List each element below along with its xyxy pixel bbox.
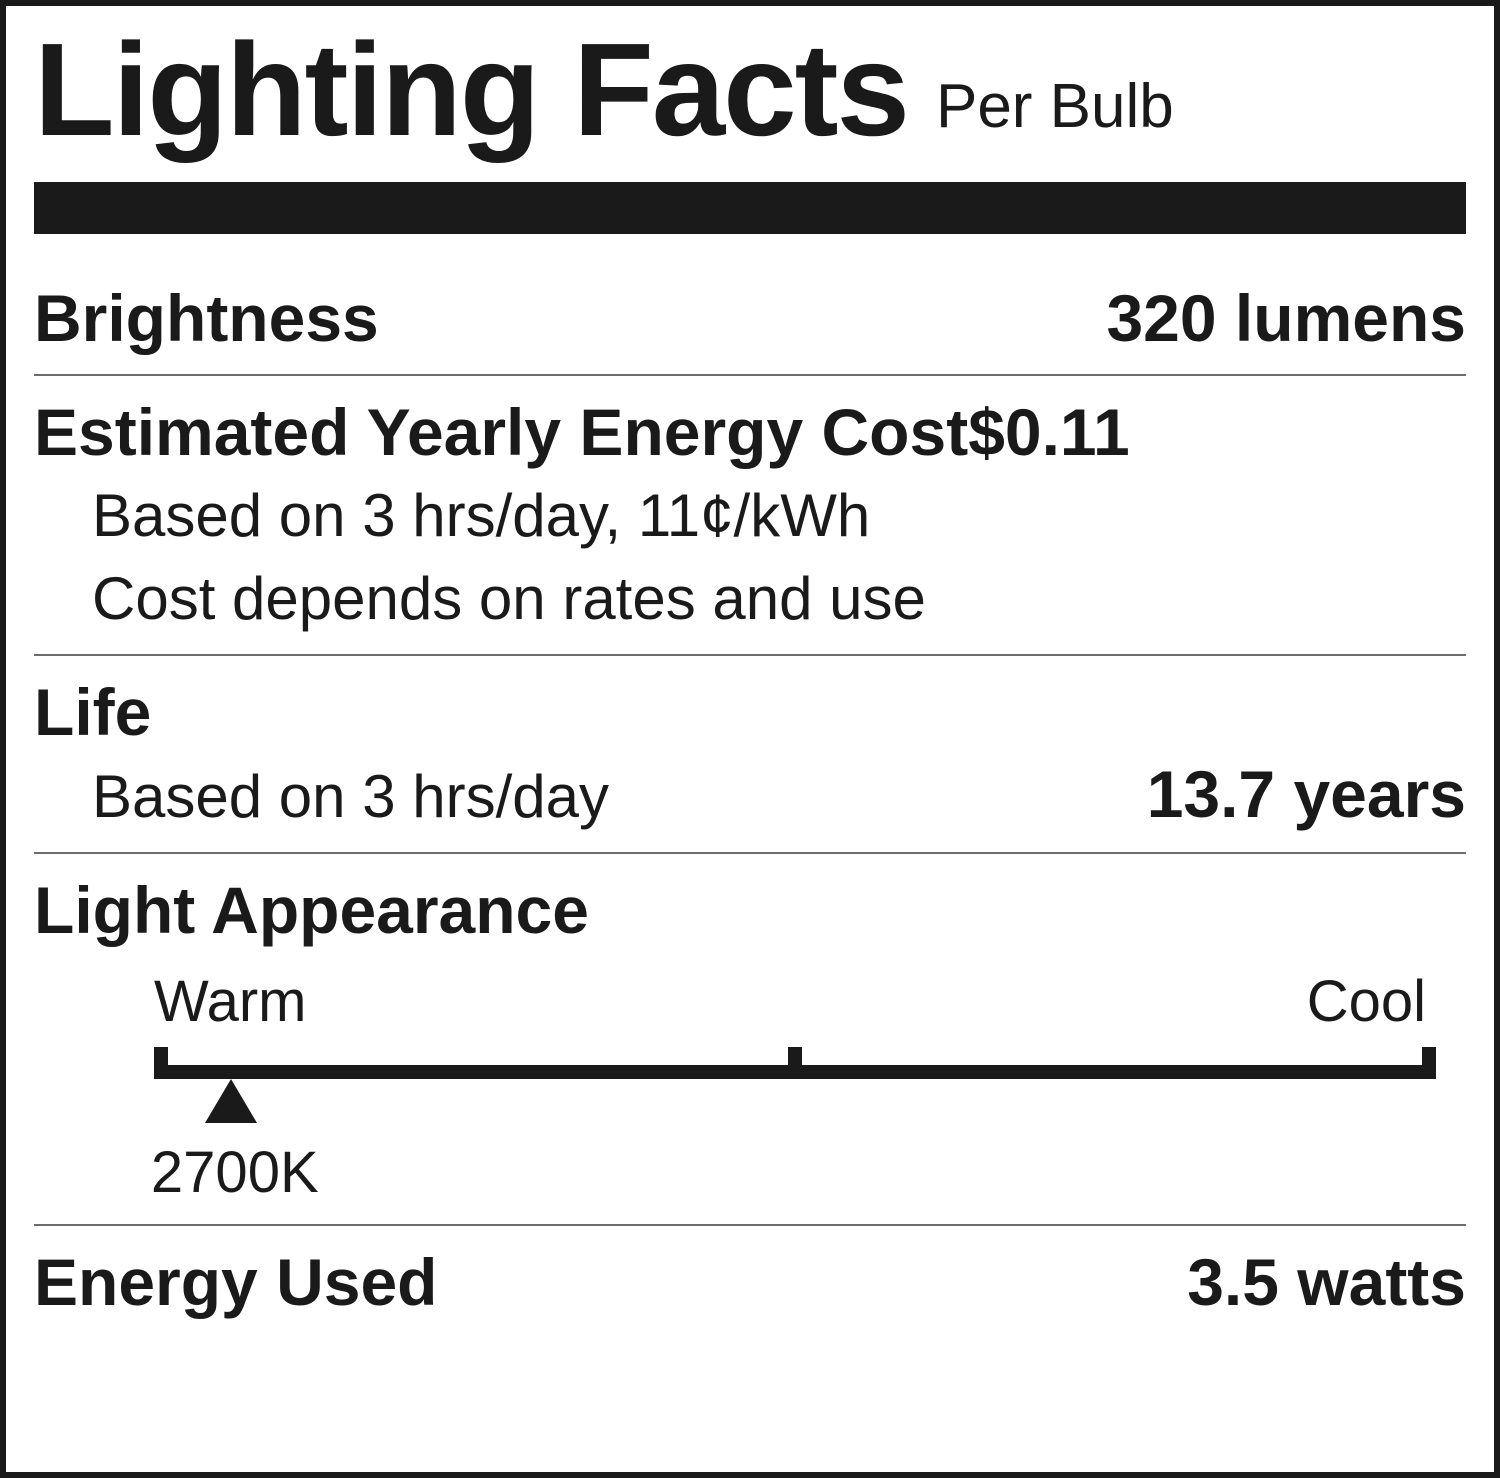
life-note: Based on 3 hrs/day <box>34 759 609 834</box>
lighting-facts-panel: Lighting Facts Per Bulb Brightness 320 l… <box>0 0 1500 1478</box>
panel-title: Lighting Facts <box>34 24 908 156</box>
brightness-value: 320 lumens <box>1106 280 1466 356</box>
brightness-label: Brightness <box>34 280 379 356</box>
energy-label: Energy Used <box>34 1244 437 1320</box>
cost-row: Estimated Yearly Energy Cost$0.11 Based … <box>34 376 1466 656</box>
cost-note-1: Based on 3 hrs/day, 11¢/kWh <box>34 478 1466 553</box>
scale-pointer-icon <box>205 1079 257 1123</box>
cost-label: Estimated Yearly Energy Cost <box>34 395 968 469</box>
life-label: Life <box>34 674 1466 750</box>
brightness-row: Brightness 320 lumens <box>34 262 1466 376</box>
energy-value: 3.5 watts <box>1187 1244 1466 1320</box>
panel-header: Lighting Facts Per Bulb <box>34 24 1466 176</box>
appearance-scale-bar <box>154 1047 1436 1091</box>
appearance-label: Light Appearance <box>34 872 1466 948</box>
cost-value: $0.11 <box>968 395 1130 469</box>
energy-row: Energy Used 3.5 watts <box>34 1226 1466 1338</box>
life-value: 13.7 years <box>1147 756 1466 832</box>
appearance-warm-label: Warm <box>154 968 306 1035</box>
header-divider-bar <box>34 182 1466 234</box>
appearance-cool-label: Cool <box>1307 968 1426 1035</box>
appearance-kelvin-value: 2700K <box>151 1139 1436 1206</box>
cost-note-2: Cost depends on rates and use <box>34 561 1466 636</box>
panel-subtitle: Per Bulb <box>936 76 1174 138</box>
scale-track <box>154 1065 1436 1079</box>
life-row: Life Based on 3 hrs/day 13.7 years <box>34 656 1466 854</box>
appearance-row: Light Appearance Warm Cool 2700K <box>34 854 1466 1226</box>
appearance-scale: Warm Cool 2700K <box>34 968 1466 1206</box>
